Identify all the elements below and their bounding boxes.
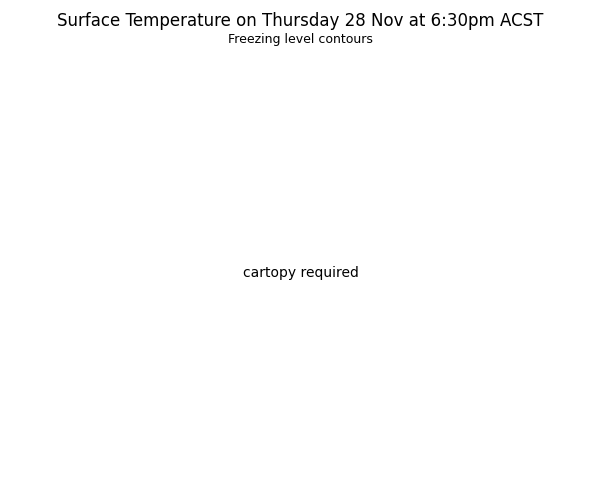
Text: cartopy required: cartopy required <box>243 266 358 280</box>
Text: Freezing level contours: Freezing level contours <box>228 33 373 46</box>
Text: Surface Temperature on Thursday 28 Nov at 6:30pm ACST: Surface Temperature on Thursday 28 Nov a… <box>57 12 544 30</box>
